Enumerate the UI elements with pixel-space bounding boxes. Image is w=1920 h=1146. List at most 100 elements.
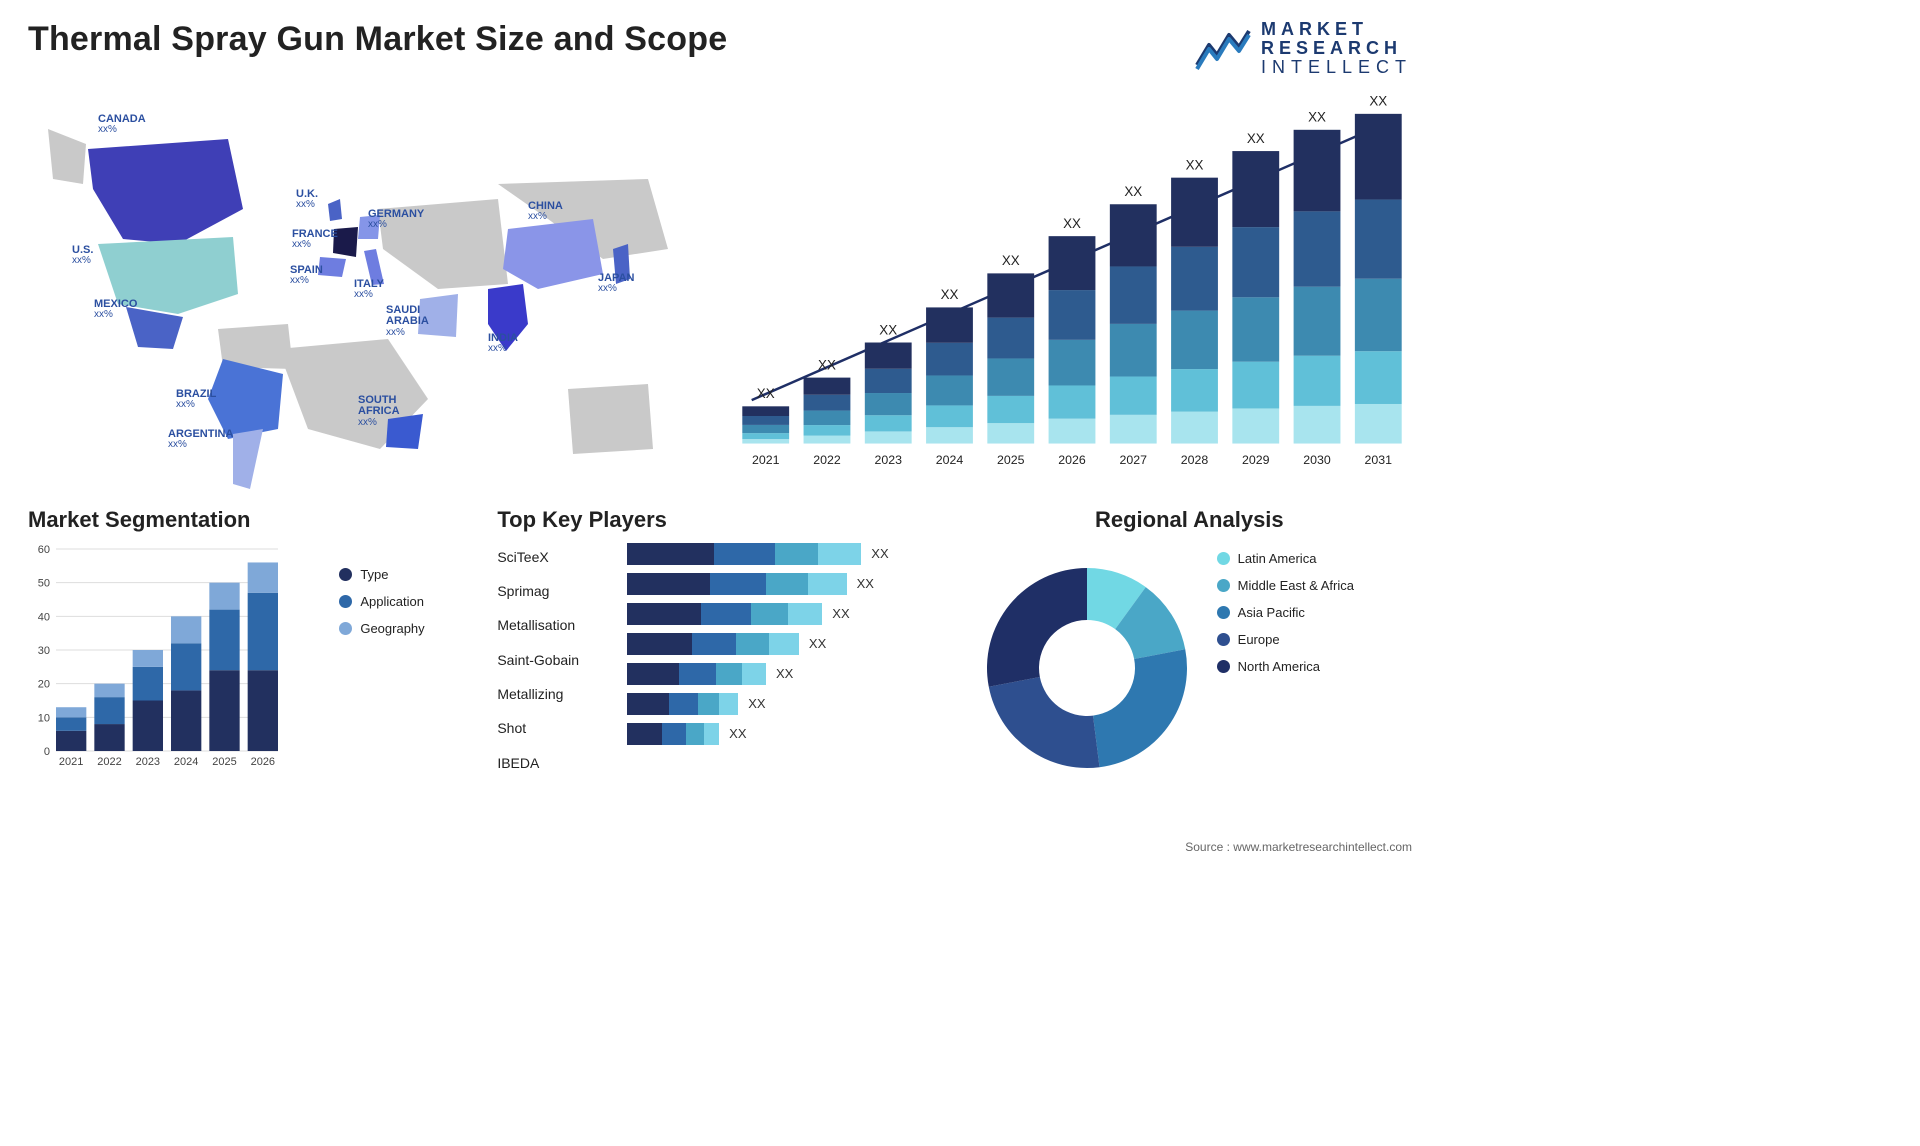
seg-bar xyxy=(133,650,163,667)
ra-legend-item: Asia Pacific xyxy=(1217,605,1412,620)
kp-segment xyxy=(742,663,766,685)
forecast-year: 2027 xyxy=(1120,453,1148,467)
forecast-bar xyxy=(804,377,851,394)
legend-swatch-icon xyxy=(339,595,352,608)
kp-name: Sprimag xyxy=(497,583,627,599)
country-argentina xyxy=(233,429,263,489)
kp-bar xyxy=(627,543,861,565)
forecast-bar-label: XX xyxy=(818,357,836,372)
seg-bar xyxy=(171,643,201,690)
kp-segment xyxy=(627,723,662,745)
forecast-bar xyxy=(1232,297,1279,361)
forecast-bar xyxy=(804,410,851,425)
map-label-spain: SPAINxx% xyxy=(290,265,323,287)
kp-bar xyxy=(627,633,799,655)
ra-legend-item: North America xyxy=(1217,659,1412,674)
legend-swatch-icon xyxy=(1217,660,1230,673)
kp-bar xyxy=(627,693,738,715)
forecast-chart: XX2021XX2022XX2023XX2024XX2025XX2026XX20… xyxy=(732,89,1412,489)
forecast-bar xyxy=(1110,324,1157,377)
legend-label: Type xyxy=(360,567,388,582)
forecast-year: 2025 xyxy=(997,453,1025,467)
forecast-bar xyxy=(1232,408,1279,443)
seg-bar xyxy=(248,562,278,592)
seg-bar xyxy=(94,697,124,724)
seg-bar xyxy=(56,730,86,750)
kp-segment xyxy=(669,693,698,715)
forecast-bar xyxy=(926,427,973,443)
kp-name: Shot xyxy=(497,720,627,736)
forecast-bar xyxy=(1355,114,1402,200)
country-brazil xyxy=(208,359,283,439)
map-label-canada: CANADAxx% xyxy=(98,114,146,136)
seg-bar xyxy=(133,700,163,751)
forecast-bar xyxy=(1232,227,1279,297)
seg-year: 2026 xyxy=(251,756,275,768)
map-label-saudiarabia: SAUDIARABIAxx% xyxy=(386,305,429,339)
forecast-bar-label: XX xyxy=(1308,109,1326,124)
kp-segment xyxy=(788,603,823,625)
forecast-bar xyxy=(742,425,789,433)
page-title: Thermal Spray Gun Market Size and Scope xyxy=(28,20,727,59)
map-label-mexico: MEXICOxx% xyxy=(94,299,137,321)
kp-segment xyxy=(662,723,686,745)
forecast-bar xyxy=(1355,351,1402,404)
forecast-bar xyxy=(1355,278,1402,351)
forecast-bar xyxy=(1294,355,1341,405)
legend-swatch-icon xyxy=(1217,633,1230,646)
kp-bar xyxy=(627,663,766,685)
forecast-bar xyxy=(865,431,912,443)
kp-name: SciTeeX xyxy=(497,549,627,565)
forecast-bar xyxy=(865,415,912,431)
forecast-year: 2026 xyxy=(1058,453,1086,467)
kp-segment xyxy=(627,663,679,685)
forecast-bar xyxy=(987,358,1034,395)
kp-segment xyxy=(769,633,799,655)
key-players-panel: Top Key Players SciTeeXSprimagMetallisat… xyxy=(497,507,942,807)
ra-legend-item: Europe xyxy=(1217,632,1412,647)
forecast-bar xyxy=(865,342,912,368)
forecast-bar xyxy=(1355,199,1402,278)
forecast-year: 2021 xyxy=(752,453,780,467)
forecast-bar xyxy=(1232,361,1279,408)
seg-bar xyxy=(171,690,201,751)
source-caption: Source : www.marketresearchintellect.com xyxy=(1185,840,1412,854)
kp-row: XX xyxy=(627,573,942,595)
forecast-bar xyxy=(1110,266,1157,323)
forecast-bar xyxy=(742,406,789,416)
kp-row: XX xyxy=(627,633,942,655)
world-map: CANADAxx%U.S.xx%MEXICOxx%BRAZILxx%ARGENT… xyxy=(28,89,708,489)
kp-segment xyxy=(686,723,703,745)
brand-logo: MARKET RESEARCH INTELLECT xyxy=(1195,20,1412,77)
seg-legend-item: Geography xyxy=(339,621,473,636)
ra-legend-item: Middle East & Africa xyxy=(1217,578,1412,593)
kp-row: XX xyxy=(627,543,942,565)
kp-segment xyxy=(808,573,847,595)
regional-title: Regional Analysis xyxy=(967,507,1412,533)
seg-ytick: 60 xyxy=(38,544,50,556)
map-label-italy: ITALYxx% xyxy=(354,279,384,301)
country-canada xyxy=(88,139,243,244)
forecast-bar xyxy=(1110,204,1157,266)
kp-value: XX xyxy=(729,726,746,741)
seg-bar xyxy=(56,717,86,730)
forecast-bar xyxy=(1049,290,1096,340)
seg-bar xyxy=(94,683,124,696)
forecast-bar xyxy=(1294,406,1341,444)
kp-row: XX xyxy=(627,723,942,745)
kp-segment xyxy=(627,633,692,655)
map-label-japan: JAPANxx% xyxy=(598,273,634,295)
forecast-bar xyxy=(804,425,851,436)
forecast-year: 2031 xyxy=(1365,453,1393,467)
map-label-france: FRANCExx% xyxy=(292,229,338,251)
forecast-bar xyxy=(804,394,851,410)
kp-segment xyxy=(719,693,738,715)
kp-row: XX xyxy=(627,693,942,715)
kp-segment xyxy=(679,663,715,685)
legend-swatch-icon xyxy=(1217,552,1230,565)
kp-bar xyxy=(627,573,846,595)
kp-segment xyxy=(775,543,818,565)
kp-value: XX xyxy=(871,546,888,561)
legend-swatch-icon xyxy=(339,568,352,581)
seg-year: 2022 xyxy=(97,756,121,768)
